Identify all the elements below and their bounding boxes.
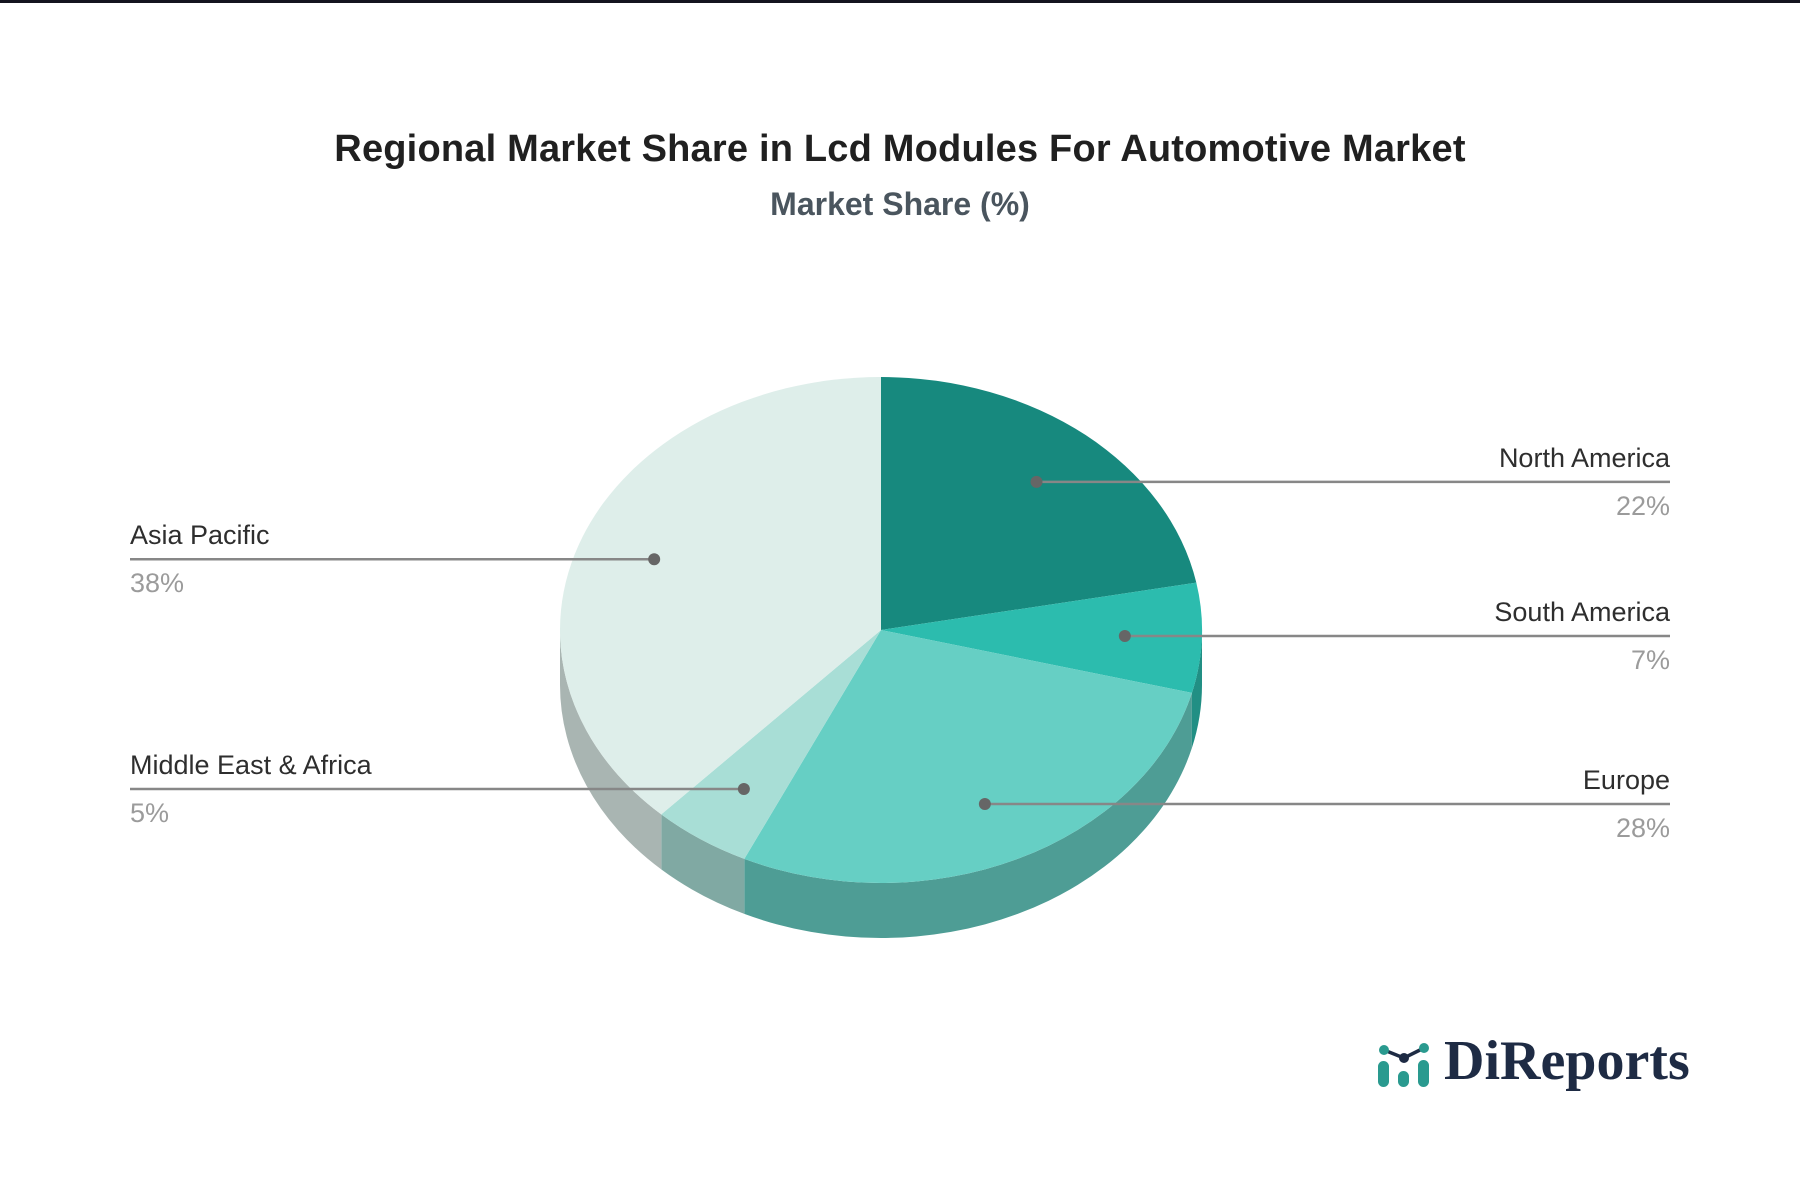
slice-label-south-america: South America [1494,597,1670,628]
chart-title: Regional Market Share in Lcd Modules For… [334,128,1466,170]
slice-label-europe: Europe [1582,764,1670,795]
logo-dot-1 [1379,1045,1389,1055]
slice-value-europe: 28% [1615,812,1670,843]
bar-chart-icon [1378,1043,1429,1087]
pie-slice-side-middle-east-africa [661,814,745,914]
slice-label-north-america: North America [1498,442,1670,473]
callout-dot-asia-pacific [648,553,661,566]
callout-dot-north-america [1030,475,1043,488]
callout-dot-middle-east-africa [737,783,750,796]
pie-slice-south-america[interactable] [881,582,1202,693]
brand-logo: DiReports [1372,1030,1690,1092]
callout-dot-europe [978,797,991,810]
logo-bar-3 [1418,1060,1429,1087]
logo-dot-3 [1419,1043,1429,1053]
slice-value-middle-east-africa: 5% [130,798,170,829]
slice-value-north-america: 22% [1615,490,1670,521]
slice-value-south-america: 7% [1630,645,1670,676]
chart-subtitle: Market Share (%) [770,186,1030,222]
pie-slice-asia-pacific[interactable] [559,377,881,815]
pie-slice-side-asia-pacific [560,630,662,870]
pie-slice-middle-east-africa[interactable] [661,630,881,859]
pie-slice-side-south-america [1191,630,1202,748]
brand-logo-text: DiReports [1444,1030,1690,1092]
pie-slice-north-america[interactable] [881,377,1197,630]
window-top-border [0,0,1800,3]
callout-dot-south-america [1118,630,1131,643]
slice-value-asia-pacific: 38% [130,568,185,599]
pie-slice-side-europe [744,692,1192,938]
logo-bar-1 [1378,1061,1389,1087]
slice-label-asia-pacific: Asia Pacific [130,520,270,551]
logo-dot-2 [1399,1053,1409,1063]
pie-slice-europe[interactable] [744,630,1192,884]
slice-label-middle-east-africa: Middle East & Africa [130,750,372,781]
logo-bar-2 [1398,1071,1409,1087]
